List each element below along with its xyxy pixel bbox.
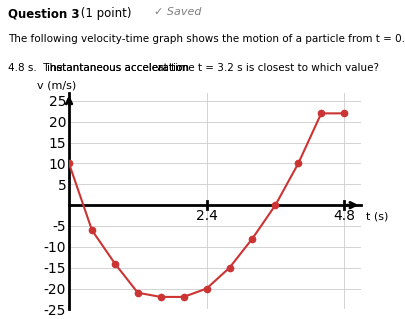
Text: instantaneous acceleration: instantaneous acceleration (47, 63, 188, 72)
Text: t (s): t (s) (365, 211, 387, 221)
Text: instantaneous acceleration: instantaneous acceleration (47, 63, 188, 72)
Text: ✓ Saved: ✓ Saved (154, 7, 201, 17)
Text: 4.8 s.  The: 4.8 s. The (8, 63, 66, 72)
Text: Question 3: Question 3 (8, 7, 79, 20)
Text: at time t = 3.2 s is closest to which value?: at time t = 3.2 s is closest to which va… (154, 63, 378, 72)
Text: The following velocity-time graph shows the motion of a particle from t = 0.0s t: The following velocity-time graph shows … (8, 34, 405, 44)
Text: (1 point): (1 point) (77, 7, 131, 20)
Text: v (m/s): v (m/s) (37, 80, 77, 90)
